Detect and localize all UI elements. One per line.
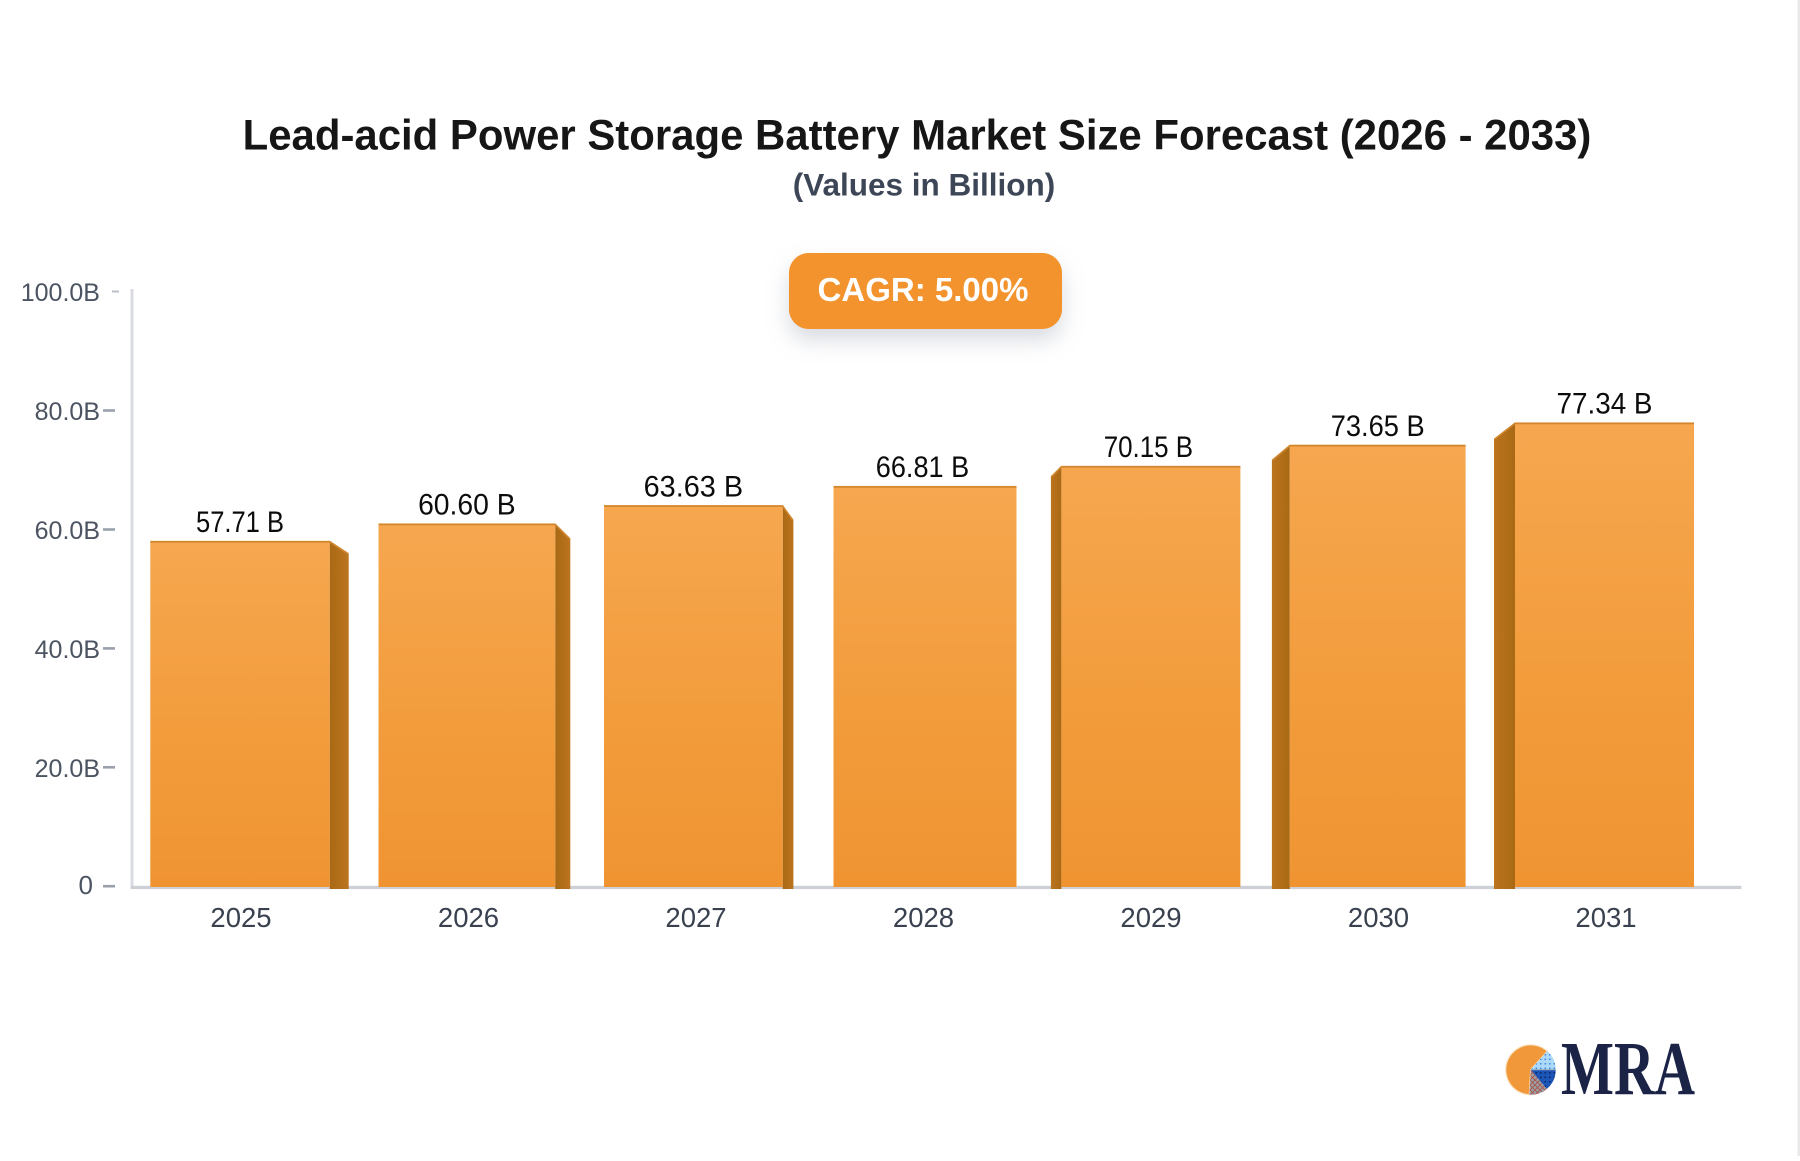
svg-text:2025: 2025: [210, 902, 271, 933]
svg-text:CAGR: 5.00%: CAGR: 5.00%: [818, 271, 1029, 308]
svg-text:60.60 B: 60.60 B: [418, 489, 516, 522]
svg-text:60.0B: 60.0B: [35, 517, 100, 545]
svg-text:80.0B: 80.0B: [35, 398, 100, 426]
svg-text:2030: 2030: [1348, 902, 1409, 933]
svg-text:(Values in Billion): (Values in Billion): [793, 167, 1056, 203]
svg-text:66.81 B: 66.81 B: [876, 451, 969, 485]
svg-text:40.0B: 40.0B: [35, 636, 100, 664]
svg-text:100.0B: 100.0B: [21, 279, 100, 307]
svg-text:2031: 2031: [1575, 902, 1636, 933]
svg-text:77.34 B: 77.34 B: [1557, 388, 1653, 421]
svg-text:2027: 2027: [665, 902, 726, 933]
svg-text:57.71 B: 57.71 B: [196, 505, 284, 538]
svg-text:0: 0: [79, 870, 93, 900]
svg-text:63.63 B: 63.63 B: [644, 470, 744, 504]
svg-text:2028: 2028: [893, 902, 954, 933]
svg-text:MRA: MRA: [1561, 1027, 1695, 1111]
svg-text:Lead-acid Power Storage Batter: Lead-acid Power Storage Battery Market S…: [243, 111, 1592, 159]
svg-text:2026: 2026: [438, 902, 499, 933]
svg-text:20.0B: 20.0B: [35, 755, 100, 783]
svg-text:73.65 B: 73.65 B: [1331, 410, 1425, 443]
svg-text:70.15 B: 70.15 B: [1104, 430, 1193, 463]
svg-text:2029: 2029: [1120, 902, 1181, 933]
